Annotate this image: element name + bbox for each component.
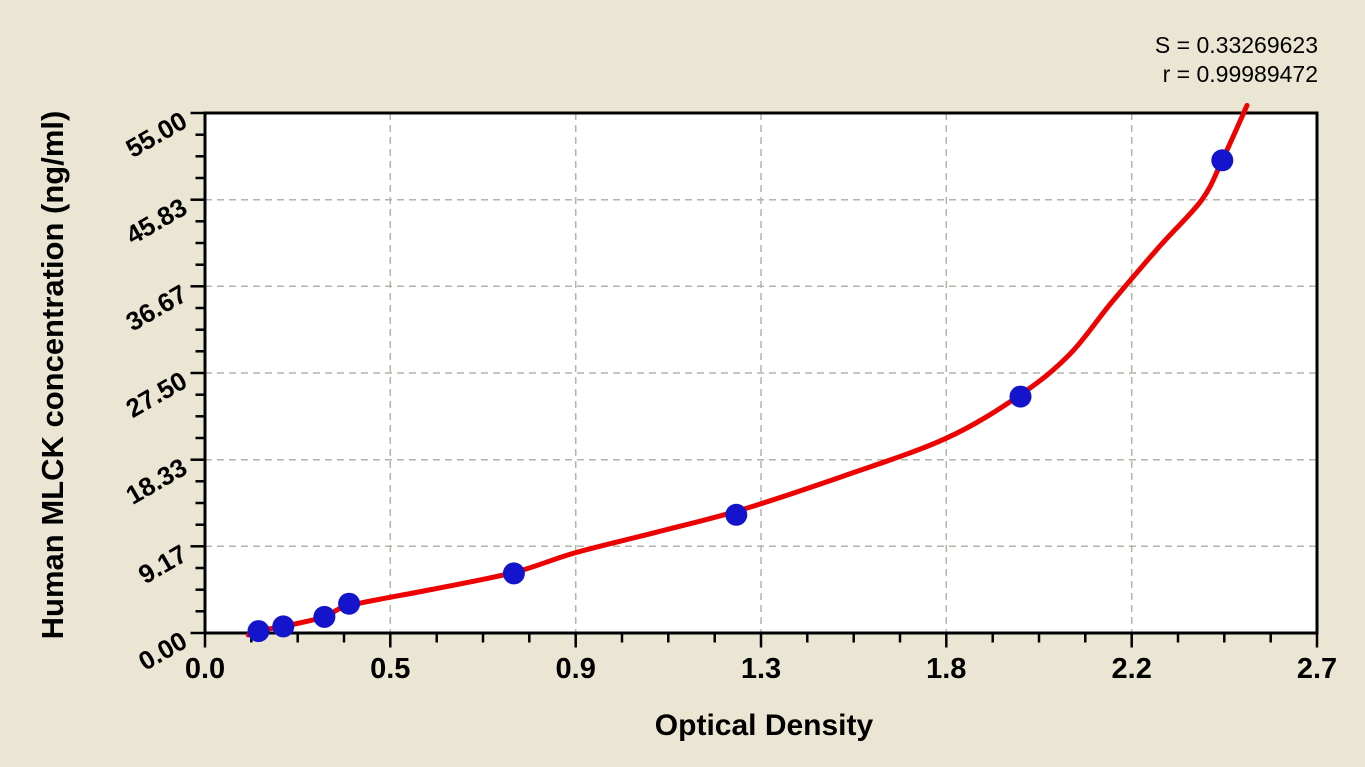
y-tick-label: 45.83 xyxy=(121,192,192,251)
data-point xyxy=(1211,149,1234,172)
x-tick-label: 1.8 xyxy=(926,653,966,685)
data-point xyxy=(338,592,361,615)
data-point xyxy=(725,503,748,526)
x-tick-label: 2.7 xyxy=(1297,653,1337,685)
data-point xyxy=(272,615,295,638)
y-tick-label: 9.17 xyxy=(133,539,192,590)
fit-statistics: S = 0.33269623 r = 0.99989472 xyxy=(1155,31,1318,89)
x-tick-label: 2.2 xyxy=(1112,653,1152,685)
x-tick-label: 1.3 xyxy=(741,653,781,685)
plot-frame xyxy=(203,111,1319,635)
y-tick-label: 55.00 xyxy=(121,105,192,164)
y-tick-label: 0.00 xyxy=(133,625,192,676)
data-point xyxy=(502,562,525,585)
x-tick-label: 0.0 xyxy=(185,653,225,685)
stat-r-value: r = 0.99989472 xyxy=(1162,61,1318,87)
data-point xyxy=(247,620,270,643)
data-point xyxy=(313,605,336,628)
y-tick-label: 36.67 xyxy=(121,279,192,338)
x-tick-label: 0.9 xyxy=(556,653,596,685)
data-point xyxy=(1009,385,1032,408)
y-tick-label: 27.50 xyxy=(121,365,192,424)
stat-s-value: S = 0.33269623 xyxy=(1154,32,1318,58)
y-tick-label: 18.33 xyxy=(121,452,192,511)
x-axis-title: Optical Density xyxy=(654,709,874,742)
y-axis-title: Human MLCK concentration (ng/ml) xyxy=(35,110,70,640)
x-tick-label: 0.5 xyxy=(370,653,410,685)
